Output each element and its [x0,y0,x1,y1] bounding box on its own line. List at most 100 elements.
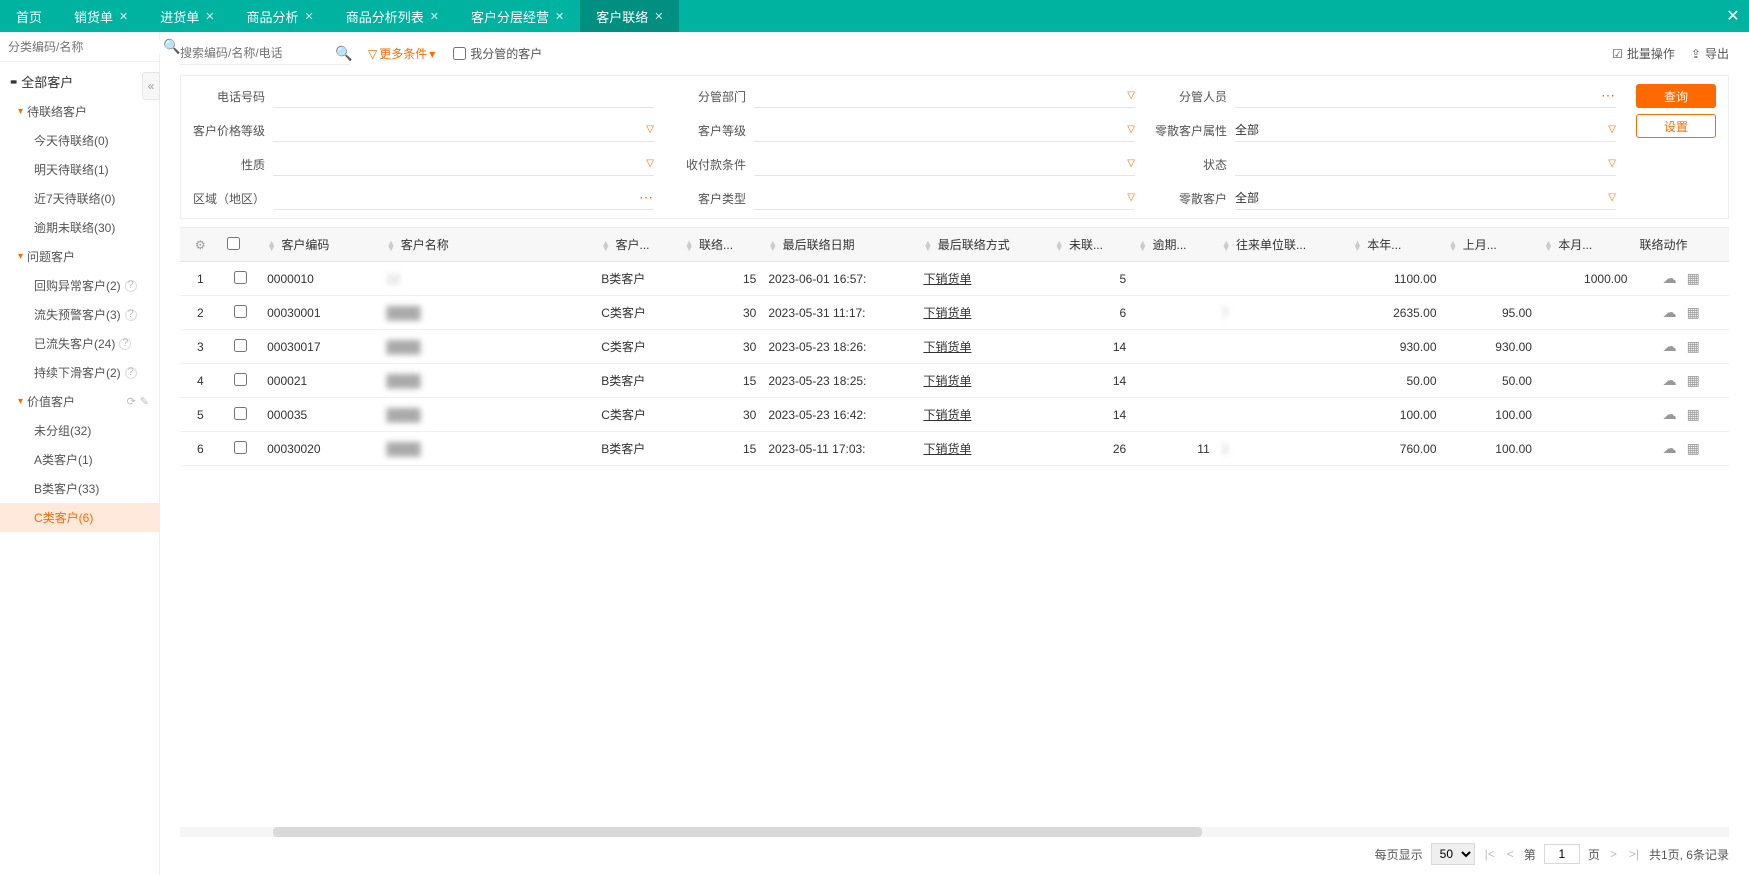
row-checkbox[interactable] [234,305,247,318]
row-checkbox[interactable] [234,407,247,420]
col-thism[interactable]: ▲▼ 本月... [1538,228,1633,262]
search-icon[interactable]: 🔍 [163,38,180,55]
select-all-checkbox[interactable] [227,237,240,250]
filter-input[interactable]: ▽ [754,118,1135,142]
col-lastm[interactable]: ▲▼ 上月... [1443,228,1538,262]
tab-销货单[interactable]: 销货单✕ [58,0,144,32]
scrollbar-thumb[interactable] [273,827,1202,837]
tree-leaf[interactable]: 已流失客户(24)? [0,329,159,358]
col-year[interactable]: ▲▼ 本年... [1347,228,1442,262]
tree-leaf[interactable]: 明天待联络(1) [0,155,159,184]
grid-icon[interactable]: ▦ [1687,406,1700,423]
gear-icon[interactable]: ⚙ [195,238,206,252]
tab-客户分层经营[interactable]: 客户分层经营✕ [455,0,580,32]
per-page-select[interactable]: 50 [1431,843,1475,865]
tree-root[interactable]: ▪▪ 全部客户 [0,66,159,97]
tree-leaf[interactable]: 今天待联络(0) [0,126,159,155]
main-search-input[interactable] [180,42,335,64]
export-button[interactable]: ⇪ 导出 [1691,45,1729,62]
wechat-icon[interactable]: ☁ [1663,440,1677,457]
col-overdue[interactable]: ▲▼ 逾期... [1132,228,1216,262]
tree-group[interactable]: ▾问题客户 [0,242,159,271]
tab-进货单[interactable]: 进货单✕ [144,0,230,32]
row-checkbox[interactable] [234,441,247,454]
table-row[interactable]: 4000021████B类客户152023-05-23 18:25:下销货单14… [180,364,1729,398]
col-lastway[interactable]: ▲▼ 最后联络方式 [917,228,1048,262]
col-name[interactable]: ▲▼ 客户名称 [380,228,595,262]
refresh-icon[interactable]: ⟳ [127,395,136,408]
close-icon[interactable]: ✕ [119,10,128,23]
filter-input[interactable]: ▽ [1235,152,1616,176]
filter-input[interactable]: ▽ [273,152,654,176]
tree-leaf[interactable]: 回购异常客户(2)? [0,271,159,300]
lastway-link[interactable]: 下销货单 [923,442,971,456]
wechat-icon[interactable]: ☁ [1663,372,1677,389]
table-row[interactable]: 5000035████C类客户302023-05-23 16:42:下销货单14… [180,398,1729,432]
sidebar-search-input[interactable] [8,40,163,54]
help-icon[interactable]: ? [119,338,131,350]
tree-leaf[interactable]: A类客户(1) [0,445,159,474]
pager-first[interactable]: |< [1483,847,1497,861]
table-row[interactable]: 200030001████C类客户302023-05-31 11:17:下销货单… [180,296,1729,330]
filter-input[interactable]: ▽ [754,84,1135,108]
wechat-icon[interactable]: ☁ [1663,270,1677,287]
table-row[interactable]: 300030017████C类客户302023-05-23 18:26:下销货单… [180,330,1729,364]
row-checkbox[interactable] [234,271,247,284]
tabbar-close-button[interactable]: ✕ [1717,0,1749,32]
row-checkbox[interactable] [234,373,247,386]
filter-input[interactable]: ▽ [273,118,654,142]
query-button[interactable]: 查询 [1636,84,1716,108]
close-icon[interactable]: ✕ [205,10,214,23]
wechat-icon[interactable]: ☁ [1663,406,1677,423]
tree-leaf[interactable]: 逾期未联络(30) [0,213,159,242]
close-icon[interactable]: ✕ [305,10,314,23]
sidebar-collapse-button[interactable]: « [142,72,160,100]
pager-next[interactable]: > [1608,847,1619,861]
tab-商品分析[interactable]: 商品分析✕ [230,0,329,32]
tab-客户联络[interactable]: 客户联络✕ [580,0,679,32]
lastway-link[interactable]: 下销货单 [923,272,971,286]
tree-leaf[interactable]: C类客户(6) [0,503,159,532]
lastway-link[interactable]: 下销货单 [923,306,971,320]
filter-input[interactable]: 全部▽ [1235,186,1616,210]
filter-input[interactable]: ⋯ [273,186,654,210]
grid-icon[interactable]: ▦ [1687,338,1700,355]
row-checkbox[interactable] [234,339,247,352]
batch-action-button[interactable]: ☑ 批量操作 [1612,45,1675,62]
grid-icon[interactable]: ▦ [1687,270,1700,287]
col-unit[interactable]: ▲▼ 往来单位联... [1216,228,1347,262]
filter-input[interactable]: ▽ [754,152,1135,176]
close-icon[interactable]: ✕ [654,10,663,23]
col-nocontact[interactable]: ▲▼ 未联... [1049,228,1133,262]
tree-leaf[interactable]: 未分组(32) [0,416,159,445]
tab-商品分析列表[interactable]: 商品分析列表✕ [330,0,455,32]
settings-button[interactable]: 设置 [1636,114,1716,138]
tree-leaf[interactable]: 持续下滑客户(2)? [0,358,159,387]
horizontal-scrollbar[interactable] [180,827,1729,837]
more-conditions-button[interactable]: ▽ 更多条件 ▾ [368,45,435,62]
help-icon[interactable]: ? [125,367,137,379]
grid-icon[interactable]: ▦ [1687,440,1700,457]
tree-leaf[interactable]: B类客户(33) [0,474,159,503]
my-customers-checkbox-input[interactable] [453,47,466,60]
lastway-link[interactable]: 下销货单 [923,340,971,354]
col-code[interactable]: ▲▼ 客户编码 [261,228,380,262]
table-row[interactable]: 1000001012B类客户152023-06-01 16:57:下销货单511… [180,262,1729,296]
wechat-icon[interactable]: ☁ [1663,338,1677,355]
grid-icon[interactable]: ▦ [1687,372,1700,389]
edit-icon[interactable]: ✎ [140,395,149,408]
col-cat[interactable]: ▲▼ 客户... [595,228,679,262]
col-lastdate[interactable]: ▲▼ 最后联络日期 [762,228,917,262]
page-input[interactable] [1544,844,1580,864]
tree-group[interactable]: ▾价值客户⟳✎ [0,387,159,416]
pager-last[interactable]: >| [1627,847,1641,861]
my-customers-checkbox[interactable]: 我分管的客户 [453,45,542,62]
tree-leaf[interactable]: 近7天待联络(0) [0,184,159,213]
wechat-icon[interactable]: ☁ [1663,304,1677,321]
filter-input[interactable] [273,84,654,108]
tab-首页[interactable]: 首页 [0,0,58,32]
filter-input[interactable]: ▽ [754,186,1135,210]
filter-input[interactable]: 全部▽ [1235,118,1616,142]
table-row[interactable]: 600030020████B类客户152023-05-11 17:03:下销货单… [180,432,1729,466]
close-icon[interactable]: ✕ [555,10,564,23]
